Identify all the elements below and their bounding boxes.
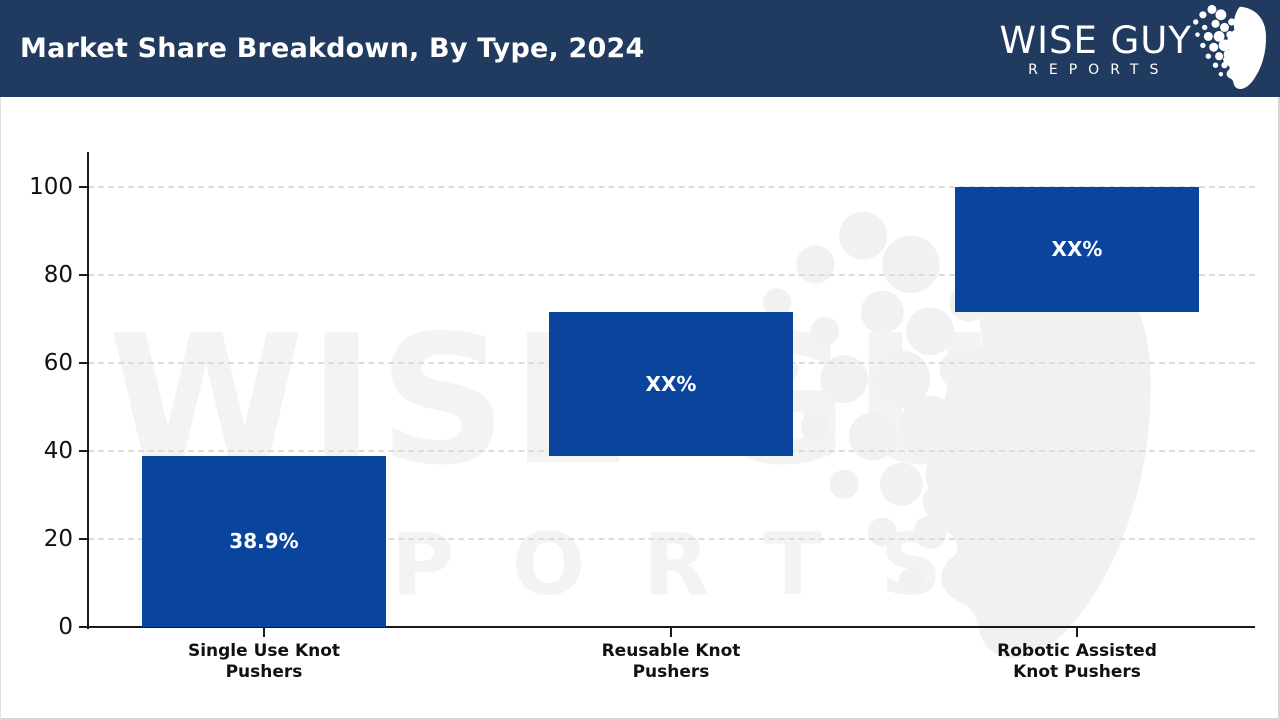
logo-face-icon: [1193, 4, 1267, 89]
y-tick-mark: [79, 362, 88, 364]
page-border-left: [0, 97, 1, 720]
category-label-line2: Pushers: [632, 662, 710, 682]
category-label-line1: Single Use Knot: [187, 641, 341, 661]
category-label-1: Single Use Knot Pushers: [94, 641, 434, 683]
category-label-line1: Reusable Knot: [601, 641, 741, 661]
y-tick-mark: [79, 626, 88, 628]
header: Market Share Breakdown, By Type, 2024 WI…: [0, 0, 1280, 97]
page-border-right: [1278, 97, 1280, 720]
y-tick-label: 60: [43, 350, 73, 376]
y-tick-label: 0: [58, 614, 73, 640]
brand-wordmark-line2: REPORTS: [1028, 61, 1170, 78]
brand-wordmark: WISE GUY REPORTS: [999, 18, 1192, 78]
bar-value-label: 38.9%: [229, 529, 299, 554]
chart-region: WISE GUY REPORTS 0 20 40 60 80 100 38.9% Single…: [0, 97, 1280, 720]
category-label-line2: Pushers: [225, 662, 303, 682]
bar-1: 38.9%: [142, 455, 386, 627]
x-tick-mark: [1076, 628, 1078, 637]
category-label-line2: Knot Pushers: [1013, 662, 1141, 682]
bar-value-label: XX%: [645, 371, 697, 396]
y-tick-mark: [79, 186, 88, 188]
y-tick-mark: [79, 274, 88, 276]
y-axis: [87, 152, 89, 629]
y-tick-label: 100: [29, 174, 73, 200]
category-label-2: Reusable Knot Pushers: [501, 641, 841, 683]
plot-layer: 0 20 40 60 80 100 38.9% Single Use Knot Pushers X…: [0, 97, 1280, 718]
gridline-y100: [88, 186, 1255, 188]
gridline-y80: [88, 274, 1255, 276]
page-title: Market Share Breakdown, By Type, 2024: [20, 33, 645, 64]
category-label-line1: Robotic Assisted: [997, 641, 1157, 661]
x-axis: [87, 626, 1255, 628]
y-tick-label: 20: [43, 526, 73, 552]
y-tick-mark: [79, 450, 88, 452]
y-tick-label: 40: [43, 438, 73, 464]
bar-3: XX%: [955, 187, 1199, 312]
brand-wordmark-line1: WISE GUY: [999, 18, 1192, 62]
y-tick-label: 80: [43, 262, 73, 288]
category-label-3: Robotic Assisted Knot Pushers: [907, 641, 1247, 683]
y-tick-mark: [79, 538, 88, 540]
x-tick-mark: [263, 628, 265, 637]
bar-2: XX%: [549, 311, 793, 456]
gridline-y20: [88, 538, 1255, 540]
brand-logo: WISE GUY REPORTS: [1000, 4, 1270, 94]
bar-value-label: XX%: [1051, 237, 1103, 262]
x-tick-mark: [670, 628, 672, 637]
